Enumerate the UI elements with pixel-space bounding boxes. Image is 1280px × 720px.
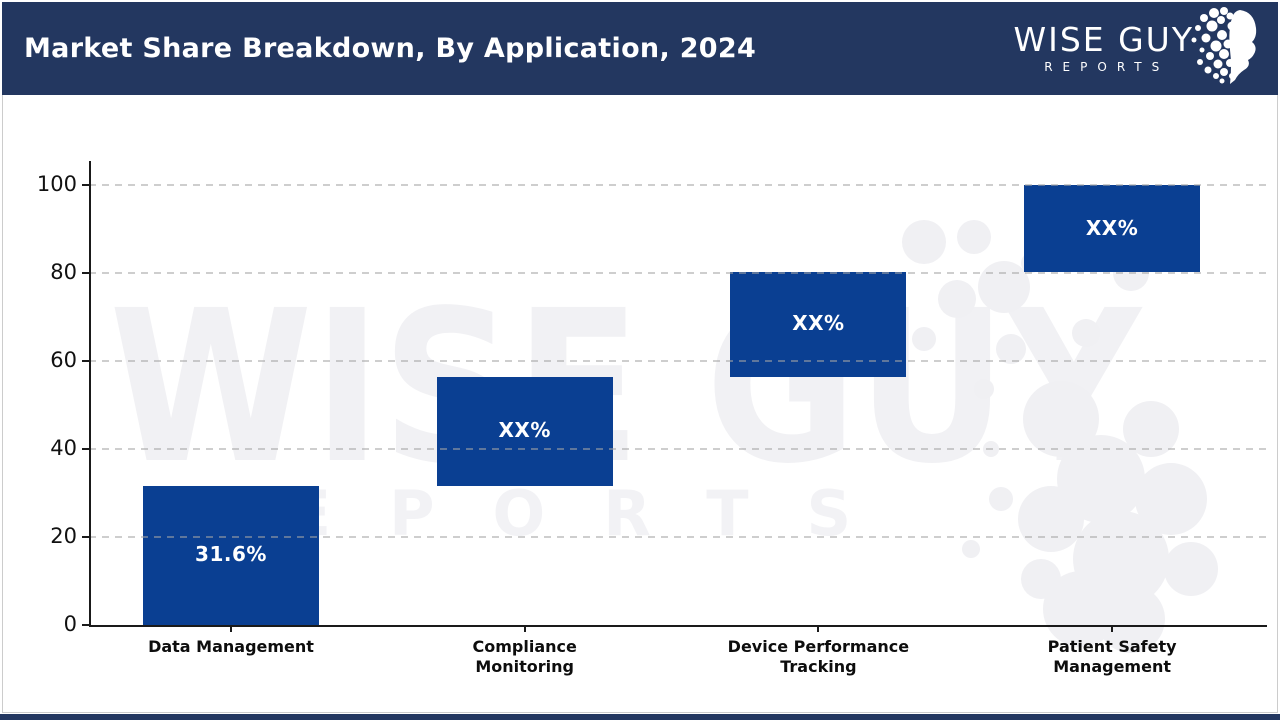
y-axis-tick-label: 0 [63, 612, 77, 636]
y-axis-tick [82, 624, 89, 626]
y-axis-tick [82, 184, 89, 186]
x-axis-label: Compliance Monitoring [472, 637, 577, 676]
bar-value-label: XX% [792, 311, 845, 336]
chart-card: WISE GUY REPORTS 31.6% XX% XX% XX% Data Mana… [2, 95, 1278, 713]
brand-subname: REPORTS [1044, 60, 1170, 74]
y-axis-tick-label: 20 [50, 524, 77, 548]
x-axis-label: Device Performance Tracking [727, 637, 910, 676]
gridline [89, 360, 1267, 362]
gridline [89, 272, 1267, 274]
page-title: Market Share Breakdown, By Application, … [24, 33, 757, 64]
gridline [89, 536, 1267, 538]
y-axis-tick [82, 448, 89, 450]
header-bar: Market Share Breakdown, By Application, … [2, 2, 1278, 95]
x-axis-label: Patient Safety Management [1047, 637, 1177, 676]
x-axis-tick [1111, 625, 1114, 632]
y-axis-tick-label: 100 [36, 172, 77, 196]
gridline [89, 448, 1267, 450]
bar-segment: XX% [730, 272, 907, 377]
y-axis-tick [82, 360, 89, 362]
x-axis-line [89, 625, 1267, 627]
bar-segment: XX% [436, 376, 613, 486]
y-axis-tick-label: 60 [50, 348, 77, 372]
x-axis-tick [523, 625, 526, 632]
x-axis-tick [230, 625, 232, 632]
brand-logo-text: WISE GUY REPORTS [1013, 23, 1194, 74]
y-axis-tick [82, 536, 89, 538]
bar-value-label: 31.6% [195, 542, 267, 567]
bar-segment: XX% [1024, 185, 1201, 273]
footer-strip [0, 714, 1280, 720]
y-axis-tick [82, 272, 89, 274]
x-axis-label: Data Management [148, 637, 314, 656]
brand-name: WISE GUY [1013, 20, 1194, 59]
bar-value-label: XX% [1085, 215, 1139, 240]
x-axis-tick [817, 625, 820, 632]
gridline [89, 184, 1267, 186]
y-axis-line [89, 161, 91, 627]
dotted-head-icon [1188, 6, 1262, 92]
bar-segment: 31.6% [143, 485, 319, 625]
plot-area: 31.6% XX% XX% XX% Data Management Compliance … [3, 95, 1279, 713]
bar-value-label: XX% [498, 418, 551, 443]
y-axis-tick-label: 80 [50, 260, 77, 284]
brand-logo: WISE GUY REPORTS [1013, 6, 1262, 92]
y-axis-tick-label: 40 [50, 436, 77, 460]
